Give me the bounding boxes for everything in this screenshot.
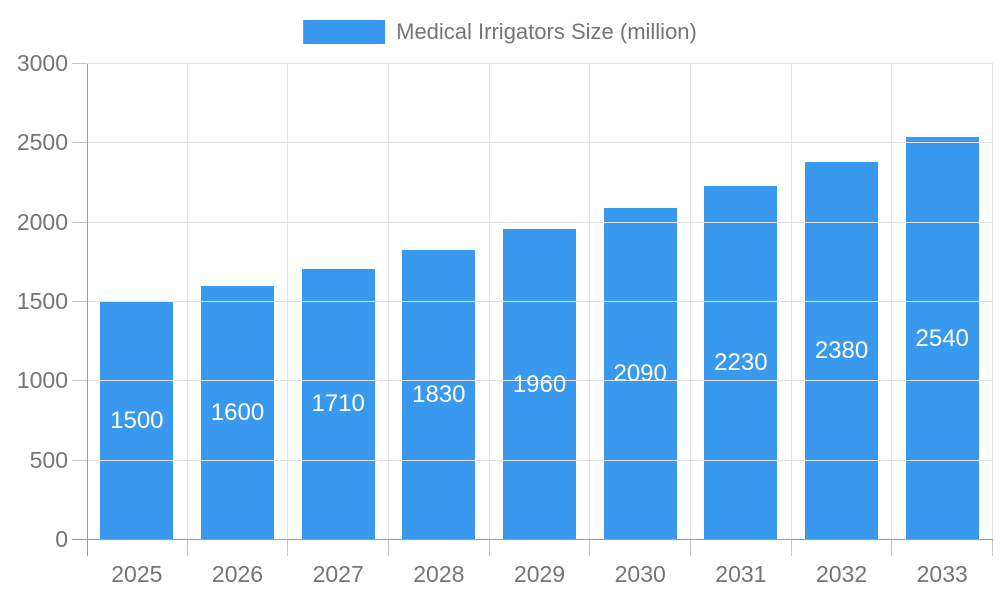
y-axis-line xyxy=(87,64,88,556)
bar[interactable]: 1600 xyxy=(200,286,275,540)
x-tick-label: 2031 xyxy=(715,561,767,587)
bar-value-label: 2380 xyxy=(814,337,869,365)
y-axis-tick xyxy=(72,301,87,302)
bar-value-label: 2230 xyxy=(714,349,768,377)
category-cell: 2540 2033 xyxy=(892,64,994,587)
bar-value-label: 1600 xyxy=(210,399,265,427)
x-axis-tick xyxy=(287,540,289,556)
bar[interactable]: 2380 xyxy=(804,162,879,540)
x-tick-label: 2028 xyxy=(413,561,465,587)
bar-value-label: 1960 xyxy=(512,370,567,398)
category-cell: 2380 2032 xyxy=(792,64,893,587)
category-cell: 2090 2030 xyxy=(590,64,692,587)
x-tick-label: 2027 xyxy=(312,561,364,587)
x-axis-line xyxy=(72,539,993,540)
x-tick-label: 2030 xyxy=(614,561,666,587)
x-tick-label: 2025 xyxy=(111,561,163,587)
y-tick-label: 500 xyxy=(29,446,68,473)
gridline-horizontal xyxy=(87,63,993,64)
category-cell: 1830 2028 xyxy=(389,64,490,587)
category-cell: 2230 2031 xyxy=(691,64,792,587)
gridline-horizontal xyxy=(87,221,993,223)
x-axis-tick xyxy=(589,540,591,556)
plot-area: 1500 2025 1600 2026 1710 2027 1830 2028 1960 2029… xyxy=(87,63,994,587)
bar-value-label: 1500 xyxy=(110,407,164,434)
x-axis-tick xyxy=(891,540,893,556)
legend-label: Medical Irrigators Size (million) xyxy=(396,19,697,44)
x-tick-label: 2032 xyxy=(815,561,868,587)
bar[interactable]: 2540 xyxy=(905,137,979,540)
y-tick-label: 2500 xyxy=(16,129,68,156)
category-cells: 1500 2025 1600 2026 1710 2027 1830 2028 1960 2029… xyxy=(87,64,994,587)
y-axis-tick xyxy=(72,380,87,382)
y-tick-label: 1000 xyxy=(16,367,68,394)
y-axis-tick xyxy=(72,63,87,64)
x-tick-label: 2026 xyxy=(211,561,264,587)
bar-value-label: 1830 xyxy=(412,380,466,408)
y-axis-tick xyxy=(72,221,87,223)
bar[interactable]: 1960 xyxy=(502,229,577,540)
category-cell: 1500 2025 xyxy=(87,64,188,587)
x-axis-tick xyxy=(488,540,490,556)
x-tick-label: 2033 xyxy=(916,561,968,587)
bar-value-label: 2090 xyxy=(613,360,667,388)
x-axis-tick xyxy=(992,540,994,556)
category-cell: 1960 2029 xyxy=(490,64,591,587)
bar-value-label: 1710 xyxy=(311,390,365,418)
y-axis-tick xyxy=(72,459,87,461)
category-cell: 1710 2027 xyxy=(288,64,390,587)
legend-color-swatch xyxy=(303,20,386,44)
category-cell: 1600 2026 xyxy=(188,64,289,587)
x-axis-tick xyxy=(186,540,188,556)
gridline-horizontal xyxy=(87,380,993,382)
gridline-horizontal xyxy=(87,301,993,302)
bar[interactable]: 1500 xyxy=(100,302,174,540)
bar-value-label: 2540 xyxy=(915,324,969,352)
gridline-horizontal xyxy=(87,459,993,461)
y-axis-tick xyxy=(72,142,87,144)
y-tick-label: 0 xyxy=(55,526,68,552)
x-axis-tick xyxy=(388,540,390,556)
x-axis-tick xyxy=(790,540,792,556)
bar[interactable]: 2090 xyxy=(603,208,677,540)
bar[interactable]: 2230 xyxy=(704,186,778,540)
x-tick-label: 2029 xyxy=(513,561,566,587)
y-axis: 0 500 1000 1500 2000 2500 3000 xyxy=(0,50,87,552)
y-tick-label: 3000 xyxy=(16,50,68,76)
legend-item[interactable]: Medical Irrigators Size (million) xyxy=(303,20,697,44)
gridline-horizontal xyxy=(87,142,993,144)
y-tick-label: 2000 xyxy=(16,208,68,235)
bar[interactable]: 1830 xyxy=(402,249,476,540)
y-tick-label: 1500 xyxy=(16,288,68,314)
bar[interactable]: 1710 xyxy=(301,268,375,540)
x-axis-tick xyxy=(690,540,692,556)
